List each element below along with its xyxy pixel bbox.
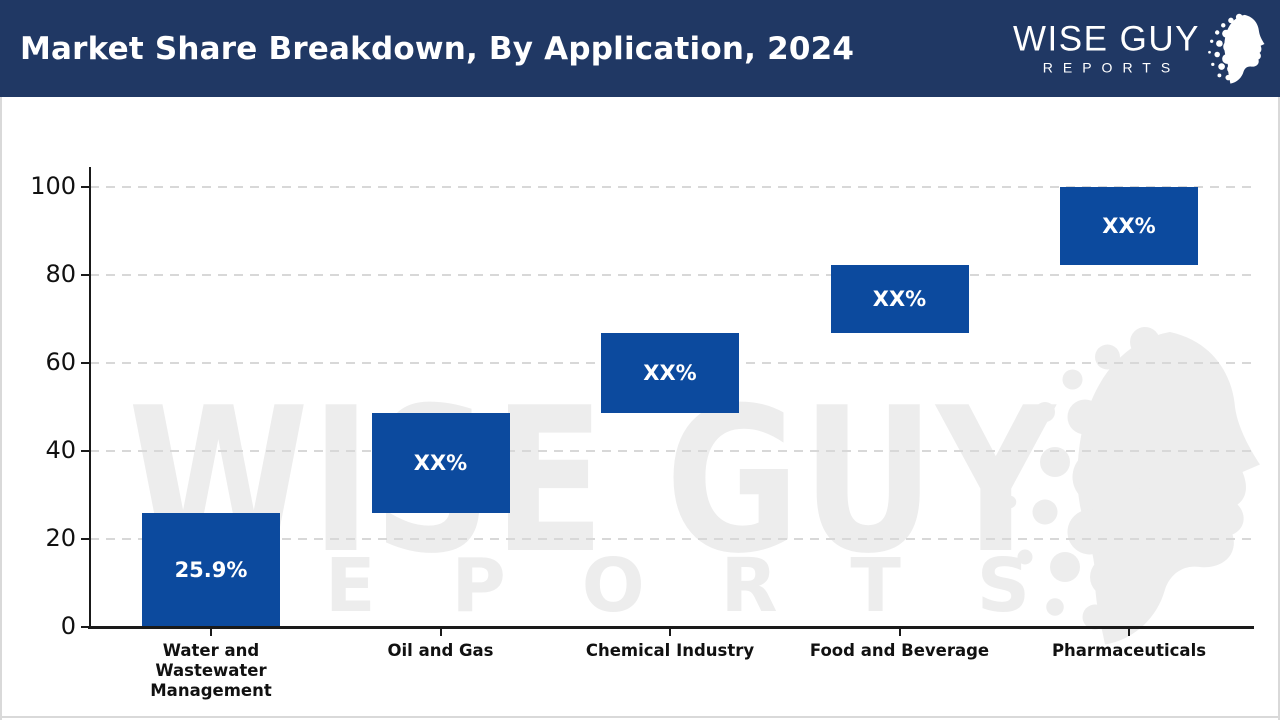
x-tick [1128,627,1130,636]
bar [1060,186,1198,265]
x-axis-line [88,626,1254,629]
y-tick [81,626,90,628]
y-tick-label: 60 [45,347,76,376]
x-category-label: Water and Wastewater Management [150,641,272,700]
page-title: Market Share Breakdown, By Application, … [20,30,855,67]
left-border-line [0,97,2,720]
logo-reports-text: REPORTS [1042,59,1181,76]
bar-label: XX% [872,286,927,311]
y-tick-label: 100 [30,171,76,200]
grid-line [90,185,1253,188]
x-tick [898,627,901,636]
bar-label: 25.9% [174,557,248,582]
logo-text: WISE GUY REPORTS [1012,19,1200,76]
grid-line [90,449,1253,452]
x-tick [210,627,212,636]
x-category-label: Food and Beverage [809,641,990,660]
logo-brand-text: WISE GUY [1012,19,1200,59]
header-bar: Market Share Breakdown, By Application, … [0,0,1280,97]
y-axis-line [89,167,91,629]
x-tick [439,627,442,636]
x-category-label: Chemical Industry [585,641,755,660]
bar-label: XX% [413,450,468,475]
right-border-line [1278,97,1280,720]
y-tick-label: 40 [45,435,76,464]
y-tick [81,185,90,188]
y-tick [81,537,90,540]
y-tick-label: 80 [45,259,76,288]
y-tick-label: 0 [60,612,76,640]
y-tick [81,449,90,452]
bar-label: XX% [1102,213,1156,238]
bar [601,332,739,413]
bar [830,264,969,333]
bottom-border-line [0,716,1280,718]
wiseguy-logo: WISE GUY REPORTS [1013,10,1270,87]
x-tick [669,627,671,636]
x-category-label: Pharmaceuticals [1051,641,1207,660]
bar-label: XX% [643,360,697,385]
bar [371,412,510,513]
grid-line [90,537,1253,540]
y-tick-label: 20 [45,523,76,552]
bar [142,512,280,627]
y-tick [81,361,90,364]
x-category-label: Oil and Gas [387,641,494,660]
chart-canvas: WISE GUY REPORTS 0 20 40 60 80 100 25.9% XX% XX%… [0,97,1280,720]
grid-line [90,273,1253,276]
y-tick [81,273,90,276]
